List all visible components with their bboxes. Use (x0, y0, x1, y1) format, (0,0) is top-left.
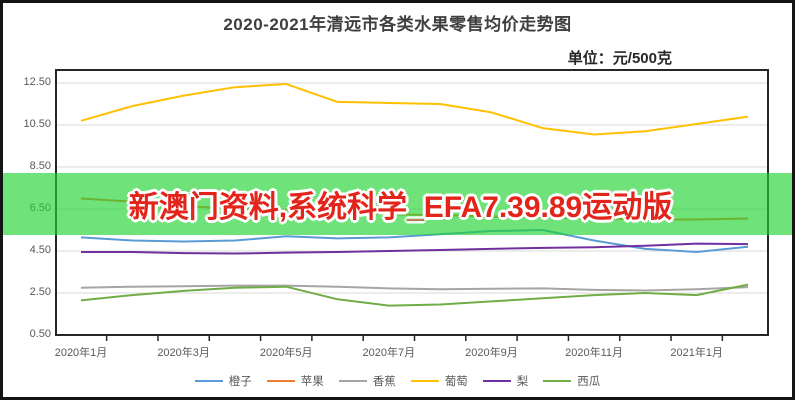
y-axis-label: 8.50 (29, 160, 51, 172)
y-axis-label: 2.50 (29, 286, 51, 298)
chart-title: 2020-2021年清远市各类水果零售均价走势图 (223, 15, 572, 34)
legend-item: 西瓜 (543, 373, 600, 389)
series-line-0 (80, 229, 749, 254)
x-axis-label: 2020年3月 (157, 347, 210, 359)
legend-item: 苹果 (266, 373, 324, 389)
x-axis-label: 2020年9月 (465, 347, 518, 359)
x-axis-label: 2020年1月 (54, 347, 108, 359)
x-axis-label: 2020年5月 (259, 347, 313, 359)
legend-swatch (410, 380, 439, 382)
legend-swatch (482, 380, 511, 382)
legend-label: 苹果 (300, 376, 324, 388)
y-axis-label: 10.50 (23, 118, 51, 130)
y-axis-label: 4.50 (29, 244, 51, 256)
legend-item: 葡萄 (410, 373, 468, 389)
legend-label: 梨 (516, 376, 529, 388)
overlay-banner-text: 新澳门资料,系统科学_EFA7.39.89运动版 (128, 191, 673, 224)
legend: 橙子 苹果 香蕉 葡萄 梨 西瓜 (3, 373, 792, 389)
legend-label: 橙子 (228, 376, 252, 388)
legend-label: 香蕉 (372, 376, 396, 388)
unit-label: 单位：元/500克 (567, 50, 672, 67)
x-axis-label: 2020年11月 (565, 347, 623, 359)
legend-item: 香蕉 (338, 373, 396, 389)
series-line-3 (80, 83, 749, 136)
legend-item: 梨 (482, 373, 529, 389)
x-axis-label: 2020年7月 (362, 347, 416, 359)
legend-swatch (194, 380, 223, 382)
legend-item: 橙子 (194, 373, 252, 389)
series-line-2 (80, 284, 749, 292)
y-axis-label: 12.50 (23, 76, 51, 88)
x-axis-label: 2021年1月 (670, 347, 723, 359)
legend-label: 葡萄 (444, 376, 468, 388)
legend-label: 西瓜 (577, 376, 601, 388)
series-line-5 (80, 283, 749, 307)
overlay-banner: 新澳门资料,系统科学_EFA7.39.89运动版 (3, 173, 792, 235)
legend-swatch (266, 380, 295, 382)
y-axis-label: 0.50 (29, 328, 51, 340)
legend-swatch (338, 380, 367, 382)
legend-swatch (543, 380, 572, 382)
series-line-4 (81, 242, 749, 255)
